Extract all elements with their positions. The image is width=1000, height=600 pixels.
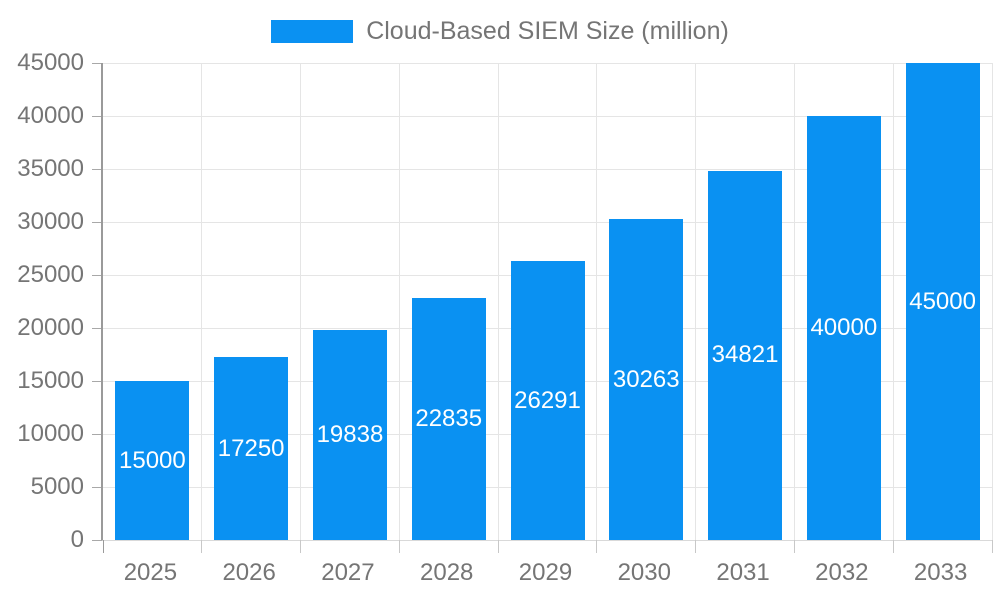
gridline-vertical: [300, 63, 302, 540]
x-tick-label: 2026: [222, 559, 276, 586]
x-axis-tick: [398, 540, 400, 553]
y-axis-tick: [92, 539, 101, 541]
gridline-vertical: [201, 63, 203, 540]
x-tick-label: 2030: [617, 559, 671, 586]
bar-value-label: 22835: [415, 404, 483, 432]
x-axis-tick: [497, 540, 499, 553]
x-tick-label: 2031: [716, 559, 770, 586]
gridline-horizontal: [103, 168, 992, 170]
chart-legend: Cloud-Based SIEM Size (million): [0, 17, 1000, 46]
y-tick-label: 35000: [17, 155, 84, 182]
bar: [708, 170, 783, 540]
y-axis-tick: [92, 327, 101, 329]
y-axis-tick: [92, 221, 101, 223]
bar-value-label: 40000: [810, 314, 878, 341]
x-tick-label: 2027: [321, 559, 375, 586]
x-axis-tick: [695, 540, 697, 553]
y-tick-label: 20000: [17, 314, 84, 341]
bar-value-label: 26291: [514, 386, 581, 414]
legend-swatch-icon: [271, 20, 354, 43]
y-axis-tick: [92, 62, 101, 64]
bar-value-label: 34821: [711, 341, 779, 369]
y-tick-label: 5000: [30, 473, 84, 500]
y-axis-tick: [92, 274, 101, 276]
bar: [115, 381, 190, 540]
y-tick-label: 10000: [17, 420, 84, 447]
gridline-vertical: [596, 63, 598, 540]
bar-value-label: 17250: [217, 434, 285, 462]
x-axis-tick: [793, 540, 795, 553]
y-axis-tick: [92, 380, 101, 382]
y-tick-label: 0: [70, 526, 84, 553]
bar-value-label: 30263: [612, 365, 680, 393]
x-axis-tick: [201, 540, 203, 553]
gridline-vertical: [695, 63, 697, 540]
bar: [411, 297, 486, 540]
plot-area: 15000 17250 19838 22835 26291 30263 34821 40000…: [92, 62, 993, 553]
y-axis-tick: [92, 433, 101, 435]
x-axis-tick: [102, 540, 104, 553]
gridline-vertical: [892, 63, 894, 540]
gridline-vertical: [398, 63, 400, 540]
gridline-horizontal: [103, 62, 992, 64]
y-tick-label: 30000: [17, 208, 84, 235]
bar-value-label: 45000: [909, 287, 976, 315]
y-axis-tick: [92, 168, 101, 170]
bar: [214, 357, 289, 540]
x-axis-tick: [892, 540, 894, 553]
legend-label: Cloud-Based SIEM Size (million): [366, 17, 729, 45]
x-tick-label: 2029: [518, 559, 573, 586]
y-axis-tick: [92, 486, 101, 488]
gridline-vertical: [793, 63, 795, 540]
bar: [609, 219, 684, 540]
gridline-horizontal: [103, 115, 992, 117]
y-tick-label: 15000: [17, 367, 84, 394]
x-tick-label: 2025: [123, 559, 178, 586]
y-tick-label: 25000: [17, 261, 84, 288]
gridline-horizontal: [103, 221, 992, 223]
bar: [510, 261, 585, 540]
y-tick-label: 45000: [17, 49, 84, 76]
gridline-vertical: [497, 63, 499, 540]
y-axis-tick: [92, 115, 101, 117]
x-tick-label: 2028: [420, 559, 474, 586]
x-axis-tick: [991, 540, 993, 553]
bar: [312, 329, 387, 540]
bar-value-label: 19838: [316, 420, 384, 448]
bar: [905, 63, 980, 540]
x-axis-tick: [596, 540, 598, 553]
gridline-vertical: [991, 63, 993, 540]
x-tick-label: 2033: [913, 559, 968, 586]
bar: [806, 116, 881, 540]
x-tick-label: 2032: [815, 559, 869, 586]
x-axis-tick: [300, 540, 302, 553]
y-tick-label: 40000: [17, 102, 84, 129]
bar-value-label: 15000: [119, 446, 186, 474]
